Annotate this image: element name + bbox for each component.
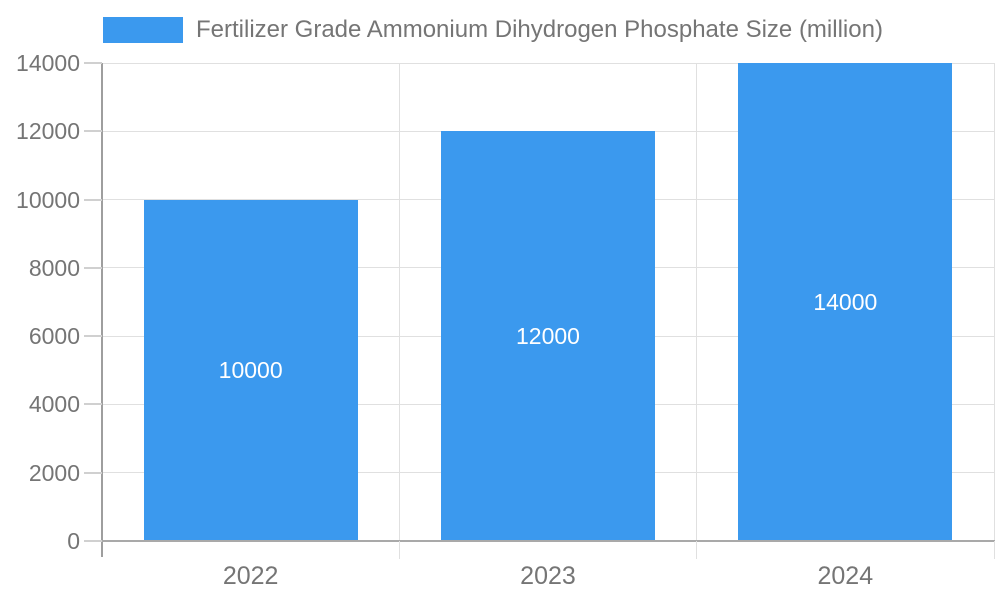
gridline-horizontal [102, 130, 994, 132]
y-axis-tick [84, 335, 102, 338]
y-axis-tick [84, 403, 102, 406]
y-axis-tick-label: 12000 [16, 118, 80, 145]
legend-label: Fertilizer Grade Ammonium Dihydrogen Pho… [196, 16, 883, 43]
y-axis-tick [84, 198, 102, 201]
legend-swatch [103, 17, 183, 43]
y-axis-tick-label: 8000 [28, 254, 80, 281]
y-axis-tick-label: 14000 [16, 50, 80, 76]
y-axis-tick-label: 2000 [28, 459, 80, 486]
bar-2024: 14000 [738, 63, 953, 541]
x-axis-tick-label: 2023 [520, 562, 576, 590]
x-axis-tick [696, 541, 698, 559]
x-axis-tick-label: 2024 [817, 562, 874, 590]
bar-value-label: 10000 [218, 356, 283, 383]
plot-area: 10000 12000 14000 [102, 62, 995, 542]
y-axis-tick-label: 10000 [16, 186, 80, 213]
y-axis-tick [84, 130, 102, 133]
bar-value-label: 12000 [516, 322, 580, 349]
bar-2022: 10000 [143, 199, 358, 541]
y-axis-tick-label: 0 [67, 528, 80, 554]
gridline-vertical [993, 63, 995, 541]
y-axis-line [101, 63, 103, 557]
gridline-vertical [398, 63, 400, 541]
gridline-horizontal [102, 62, 994, 64]
y-axis-tick [84, 62, 102, 64]
x-axis-tick [398, 541, 400, 559]
y-axis-tick [84, 266, 102, 269]
y-axis-tick [84, 540, 102, 542]
y-axis-tick-label: 6000 [28, 323, 80, 350]
legend: Fertilizer Grade Ammonium Dihydrogen Pho… [103, 16, 883, 44]
y-axis-tick [84, 471, 102, 474]
y-axis-tick-label: 4000 [28, 391, 80, 418]
bar-2023: 12000 [440, 131, 656, 541]
x-axis-tick-label: 2022 [222, 562, 279, 590]
x-axis-line [102, 540, 995, 542]
gridline-vertical [696, 63, 698, 541]
x-axis-tick [993, 541, 995, 559]
bar-value-label: 14000 [813, 288, 878, 315]
